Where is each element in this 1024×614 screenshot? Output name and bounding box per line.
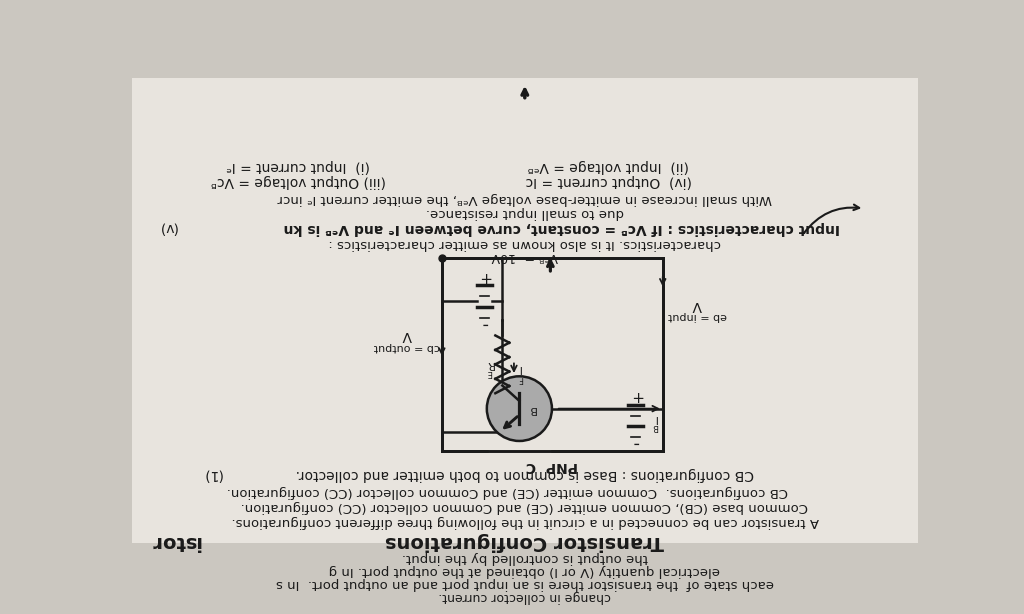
Text: Input characteristics : If Vᴄᴮ = constant, curve between Iᵉ and Vᵉᴮ is kn: Input characteristics : If Vᴄᴮ = constan… (284, 220, 841, 235)
Text: Transistor Configurations: Transistor Configurations (385, 532, 665, 551)
Text: +: + (478, 269, 490, 284)
Text: (iii) Output voltage = Vᴄᴮ: (iii) Output voltage = Vᴄᴮ (211, 174, 386, 188)
Text: F: F (518, 374, 522, 383)
Text: Vᵉᴮ = -10V: Vᵉᴮ = -10V (492, 251, 558, 263)
Text: (1): (1) (202, 467, 221, 481)
Text: R: R (486, 359, 494, 370)
Text: electrical quantity (V or I) obtained at the output port. In g: electrical quantity (V or I) obtained at… (329, 564, 721, 577)
Text: (ii)  Input voltage = Vᵉᴮ: (ii) Input voltage = Vᵉᴮ (527, 159, 689, 173)
Text: (iv)  Output current = Iᴄ: (iv) Output current = Iᴄ (525, 174, 692, 188)
Text: +: + (630, 388, 642, 403)
Text: CB configurations : Base is common to both emitter and collector.: CB configurations : Base is common to bo… (296, 467, 754, 481)
Text: -: - (633, 434, 639, 453)
Text: the output is controlled by the input.: the output is controlled by the input. (401, 551, 648, 564)
Text: each state of  the transistor there is an input port and an output port.  In s: each state of the transistor there is an… (275, 577, 774, 590)
Text: I: I (653, 413, 656, 423)
Text: due to small input resistance.: due to small input resistance. (426, 206, 624, 219)
Text: V: V (402, 328, 412, 343)
Text: B: B (652, 422, 658, 431)
Text: E: E (487, 368, 493, 376)
Text: (i)  Input current = Iᵉ: (i) Input current = Iᵉ (226, 159, 371, 173)
Text: A transistor can be connected in a circuit in the following three different conf: A transistor can be connected in a circu… (231, 515, 818, 528)
Text: PNP  C: PNP C (526, 459, 579, 473)
Text: cb = output: cb = output (374, 342, 440, 352)
Text: change in collector current.: change in collector current. (438, 590, 611, 603)
Circle shape (486, 376, 552, 441)
Text: V: V (693, 298, 702, 312)
Text: B: B (528, 403, 537, 414)
Bar (442, 258, 663, 451)
Text: I: I (518, 363, 521, 373)
Text: istor: istor (150, 532, 201, 551)
Text: characteristics. It is also known as emitter characteristics :: characteristics. It is also known as emi… (329, 236, 721, 249)
Text: Common base (CB), Common emitter (CE) and Common collector (CC) configuration.: Common base (CB), Common emitter (CE) an… (241, 500, 809, 513)
Text: With small increase in emitter-base voltage Vᵉᴮ, the emitter current Iᵉ incr: With small increase in emitter-base volt… (278, 192, 772, 205)
Text: -: - (481, 315, 487, 333)
Text: eb = input: eb = input (668, 311, 727, 321)
Text: (v): (v) (158, 220, 176, 235)
Text: CB configurations.  Common emitter (CE) and Common collector (CC) configuration.: CB configurations. Common emitter (CE) a… (227, 484, 822, 497)
